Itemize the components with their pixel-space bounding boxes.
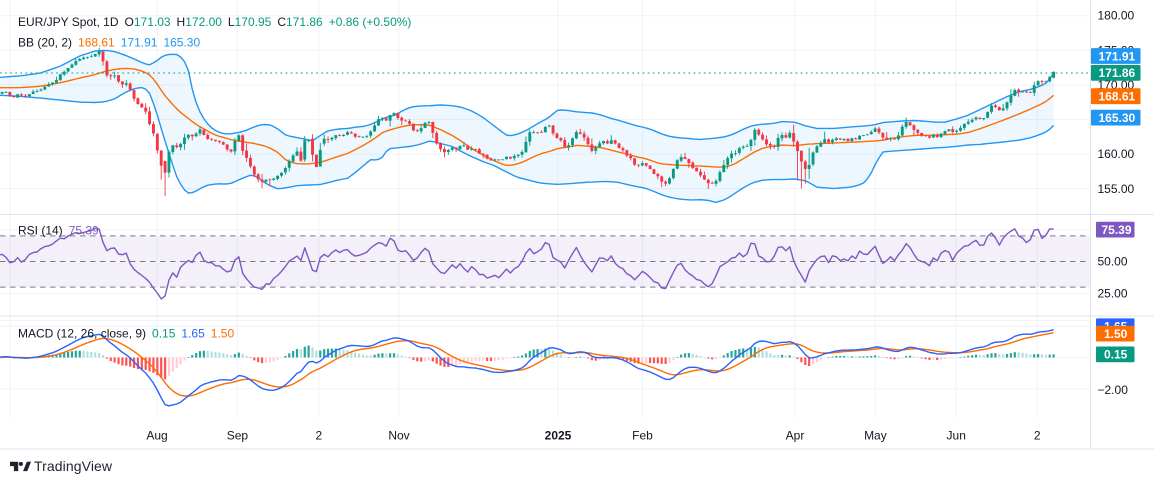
svg-text:Feb: Feb	[632, 429, 653, 443]
svg-text:165.30: 165.30	[1099, 111, 1136, 125]
svg-text:171.91: 171.91	[1099, 49, 1136, 63]
svg-text:160.00: 160.00	[1098, 147, 1135, 161]
svg-text:RSI (14) 75.39: RSI (14) 75.39	[18, 224, 99, 238]
svg-text:Nov: Nov	[388, 429, 409, 443]
svg-text:2: 2	[1034, 429, 1041, 443]
svg-text:50.00: 50.00	[1098, 255, 1128, 269]
svg-text:TradingView: TradingView	[34, 458, 113, 474]
svg-text:Aug: Aug	[146, 429, 167, 443]
svg-text:2025: 2025	[545, 429, 572, 443]
svg-text:25.00: 25.00	[1098, 287, 1128, 301]
svg-text:Sep: Sep	[227, 429, 249, 443]
svg-text:171.86: 171.86	[1099, 66, 1136, 80]
svg-text:75.39: 75.39	[1102, 223, 1132, 237]
svg-text:0.15: 0.15	[1104, 348, 1128, 362]
svg-text:Jun: Jun	[947, 429, 966, 443]
svg-text:BB (20, 2) 168.61 171.91 165.3: BB (20, 2) 168.61 171.91 165.30	[18, 36, 200, 50]
svg-text:EUR/JPY Spot, 1D O171.03 H172.: EUR/JPY Spot, 1D O171.03 H172.00 L170.95…	[18, 15, 411, 29]
svg-text:MACD (12, 26, close, 9) 0.15 1: MACD (12, 26, close, 9) 0.15 1.65 1.50	[18, 327, 234, 341]
svg-text:−2.00: −2.00	[1098, 383, 1129, 397]
svg-text:155.00: 155.00	[1098, 182, 1135, 196]
svg-text:May: May	[864, 429, 887, 443]
svg-text:180.00: 180.00	[1098, 9, 1135, 23]
svg-text:168.61: 168.61	[1099, 90, 1136, 104]
svg-text:2: 2	[316, 429, 323, 443]
svg-text:1.50: 1.50	[1104, 327, 1128, 341]
svg-text:Apr: Apr	[786, 429, 805, 443]
